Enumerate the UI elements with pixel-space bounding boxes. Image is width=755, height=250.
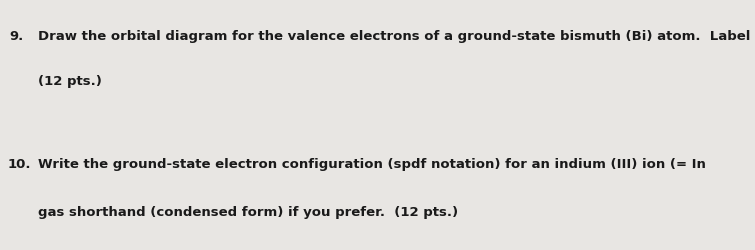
Text: gas shorthand (condensed form) if you prefer.  (12 pts.): gas shorthand (condensed form) if you pr…	[38, 205, 458, 218]
Text: 9.: 9.	[10, 30, 24, 43]
Text: Write the ground-state electron configuration (spdf notation) for an indium (III: Write the ground-state electron configur…	[38, 158, 706, 170]
Text: Draw the orbital diagram for the valence electrons of a ground-state bismuth (Bi: Draw the orbital diagram for the valence…	[38, 30, 755, 43]
Text: 10.: 10.	[8, 158, 31, 170]
Text: (12 pts.): (12 pts.)	[38, 75, 102, 88]
